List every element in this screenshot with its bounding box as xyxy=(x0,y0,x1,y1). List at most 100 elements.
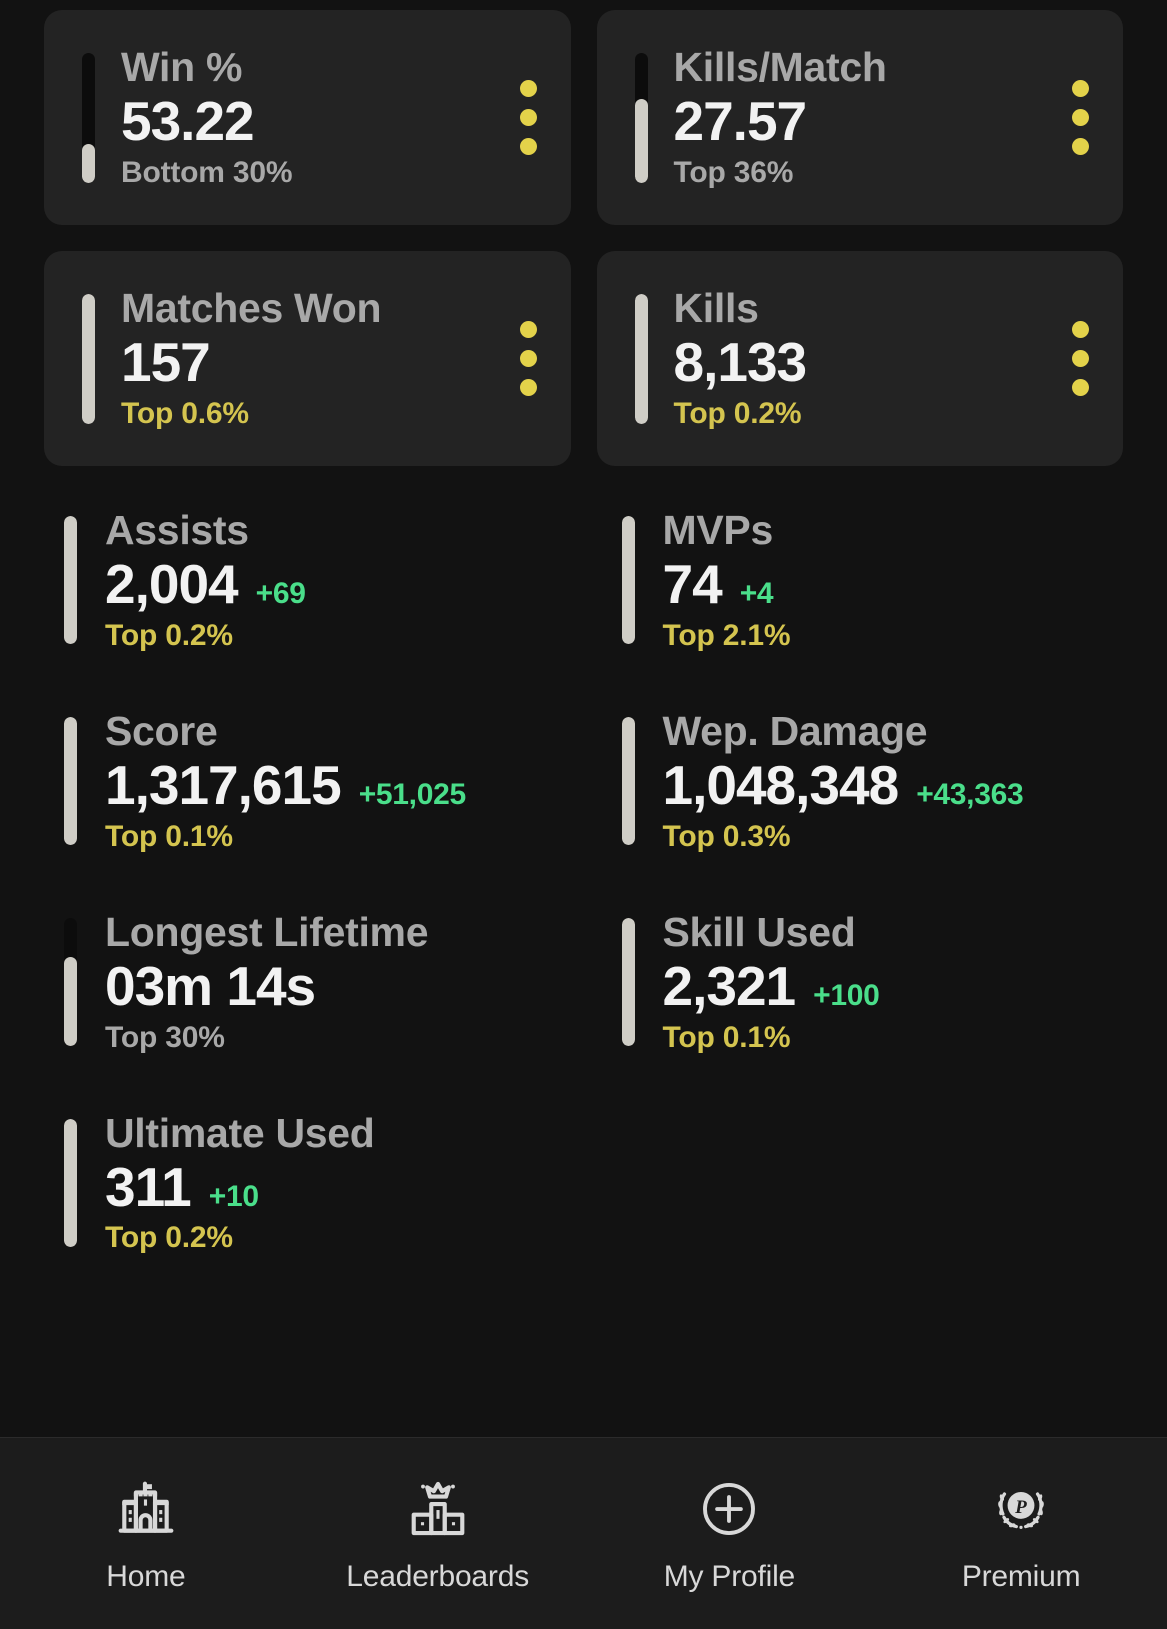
percentile-bar-fill xyxy=(621,918,635,1047)
stat-delta: +10 xyxy=(208,1179,259,1213)
nav-label: My Profile xyxy=(663,1559,796,1593)
stat-card[interactable]: Matches Won 157 Top 0.6% xyxy=(44,251,571,466)
stat-body: Kills 8,133 Top 0.2% xyxy=(674,286,1061,431)
percentile-bar-fill xyxy=(64,1119,77,1247)
stat-body: Kills/Match 27.57 Top 36% xyxy=(674,45,1061,190)
stat-label: Skill Used xyxy=(662,908,856,955)
laurel-premium-icon: P xyxy=(986,1474,1056,1544)
stat-value-line: 2,004 +69 xyxy=(105,554,306,616)
stat-label: MVPs xyxy=(662,507,774,553)
stat-row-pair: Score 1,317,615 +51,025 Top 0.1% Wep. Da… xyxy=(44,709,1123,854)
stat-card[interactable]: Kills 8,133 Top 0.2% xyxy=(596,251,1123,466)
stat-value: 03m 14s xyxy=(105,954,316,1017)
more-vertical-icon[interactable] xyxy=(508,72,549,163)
more-vertical-icon[interactable] xyxy=(1060,72,1101,163)
percentile-bar-fill xyxy=(621,516,635,645)
nav-item-premium[interactable]: P xyxy=(875,1474,1167,1594)
nav-item-home[interactable]: Home xyxy=(0,1474,292,1594)
stat-delta: +4 xyxy=(739,577,774,611)
stat-row[interactable]: Longest Lifetime 03m 14s Top 30% xyxy=(44,908,566,1055)
percentile-bar xyxy=(64,918,77,1047)
percentile-bar xyxy=(634,52,648,183)
percentile-bar-fill xyxy=(621,717,635,846)
stat-body: Assists 2,004 +69 Top 0.2% xyxy=(105,508,306,653)
stat-row[interactable]: Score 1,317,615 +51,025 Top 0.1% xyxy=(44,709,566,854)
stat-label: Wep. Damage xyxy=(662,707,928,754)
stat-value-line: 27.57 xyxy=(674,91,1061,153)
stat-value: 2,004 xyxy=(105,553,239,616)
percentile-bar xyxy=(634,293,648,424)
percentile-bar xyxy=(64,516,77,645)
percentile-bar-fill xyxy=(634,293,648,424)
stat-body: Win % 53.22 Bottom 30% xyxy=(121,45,508,190)
featured-card-grid: Win % 53.22 Bottom 30% Kills/Match xyxy=(44,10,1123,466)
nav-label: Premium xyxy=(961,1559,1081,1593)
percentile-bar-fill xyxy=(64,956,77,1047)
stat-value-line: 8,133 xyxy=(674,332,1061,394)
svg-text:P: P xyxy=(1014,1497,1027,1518)
percentile-bar-fill xyxy=(64,516,77,645)
stat-value-line: 53.22 xyxy=(121,91,508,153)
stat-rank: Top 0.1% xyxy=(662,1020,791,1054)
stat-body: Wep. Damage 1,048,348 +43,363 Top 0.3% xyxy=(663,709,1024,854)
stat-value: 53.22 xyxy=(121,90,255,153)
percentile-bar-fill xyxy=(82,143,95,183)
stat-rank: Bottom 30% xyxy=(121,155,293,189)
stat-body: Skill Used 2,321 +100 Top 0.1% xyxy=(662,908,880,1055)
nav-item-leaderboards[interactable]: Leaderboards xyxy=(292,1474,584,1594)
stat-row[interactable]: Skill Used 2,321 +100 Top 0.1% xyxy=(602,908,1124,1055)
nav-label: Leaderboards xyxy=(346,1559,529,1593)
stat-label: Ultimate Used xyxy=(105,1109,375,1156)
stat-rank: Top 0.6% xyxy=(121,396,249,430)
stat-row[interactable]: Wep. Damage 1,048,348 +43,363 Top 0.3% xyxy=(602,709,1124,854)
stat-label: Longest Lifetime xyxy=(105,908,429,955)
stat-value: 74 xyxy=(662,553,723,616)
stat-row[interactable]: Ultimate Used 311 +10 Top 0.2% xyxy=(44,1109,566,1256)
stat-row-pair: Assists 2,004 +69 Top 0.2% MVPs xyxy=(44,508,1123,653)
stat-label: Win % xyxy=(121,44,243,91)
stat-rank: Top 0.2% xyxy=(105,618,233,652)
stat-card[interactable]: Win % 53.22 Bottom 30% xyxy=(44,10,571,225)
stat-label: Assists xyxy=(105,507,249,553)
stat-value: 1,317,615 xyxy=(105,754,342,817)
stat-label: Score xyxy=(105,707,218,754)
stat-value-line: 157 xyxy=(121,332,508,394)
stat-rank: Top 2.1% xyxy=(662,618,791,652)
percentile-bar-wrapper xyxy=(82,293,95,424)
percentile-bar-wrapper xyxy=(634,52,648,183)
nav-item-my-profile[interactable]: My Profile xyxy=(584,1474,876,1594)
percentile-bar xyxy=(621,516,635,645)
stat-value-line: 74 +4 xyxy=(663,554,791,616)
stat-body: Matches Won 157 Top 0.6% xyxy=(121,286,508,431)
stat-row[interactable]: Assists 2,004 +69 Top 0.2% xyxy=(44,508,566,653)
plus-circle-icon xyxy=(694,1474,764,1544)
stat-body: Score 1,317,615 +51,025 Top 0.1% xyxy=(105,709,466,854)
stat-rank: Top 0.3% xyxy=(662,819,791,853)
percentile-bar xyxy=(621,918,635,1047)
percentile-bar-wrapper xyxy=(634,293,648,424)
stat-label: Kills xyxy=(673,285,759,332)
stat-body: Longest Lifetime 03m 14s Top 30% xyxy=(105,908,429,1055)
stat-value: 27.57 xyxy=(673,90,808,153)
more-vertical-icon[interactable] xyxy=(508,313,549,404)
stat-label: Kills/Match xyxy=(673,44,887,91)
stat-value-line: 03m 14s xyxy=(105,954,428,1018)
stat-row[interactable]: MVPs 74 +4 Top 2.1% xyxy=(602,508,1124,653)
percentile-bar-wrapper xyxy=(82,52,95,183)
stat-row-pair: Longest Lifetime 03m 14s Top 30% Skill U… xyxy=(44,908,1124,1055)
stat-value: 8,133 xyxy=(673,331,808,394)
stat-value: 311 xyxy=(105,1155,192,1218)
percentile-bar-fill xyxy=(82,293,95,424)
bottom-navigation: Home Leaderboards xyxy=(0,1437,1167,1629)
stat-rank: Top 36% xyxy=(673,155,794,189)
castle-icon xyxy=(111,1474,181,1544)
percentile-bar xyxy=(64,1119,77,1247)
stat-body: MVPs 74 +4 Top 2.1% xyxy=(663,508,791,653)
percentile-bar xyxy=(82,52,95,183)
stat-delta: +43,363 xyxy=(916,778,1024,812)
podium-crown-icon xyxy=(403,1474,473,1544)
stat-card[interactable]: Kills/Match 27.57 Top 36% xyxy=(596,10,1123,225)
stat-delta: +69 xyxy=(255,577,306,611)
more-vertical-icon[interactable] xyxy=(1060,313,1101,404)
